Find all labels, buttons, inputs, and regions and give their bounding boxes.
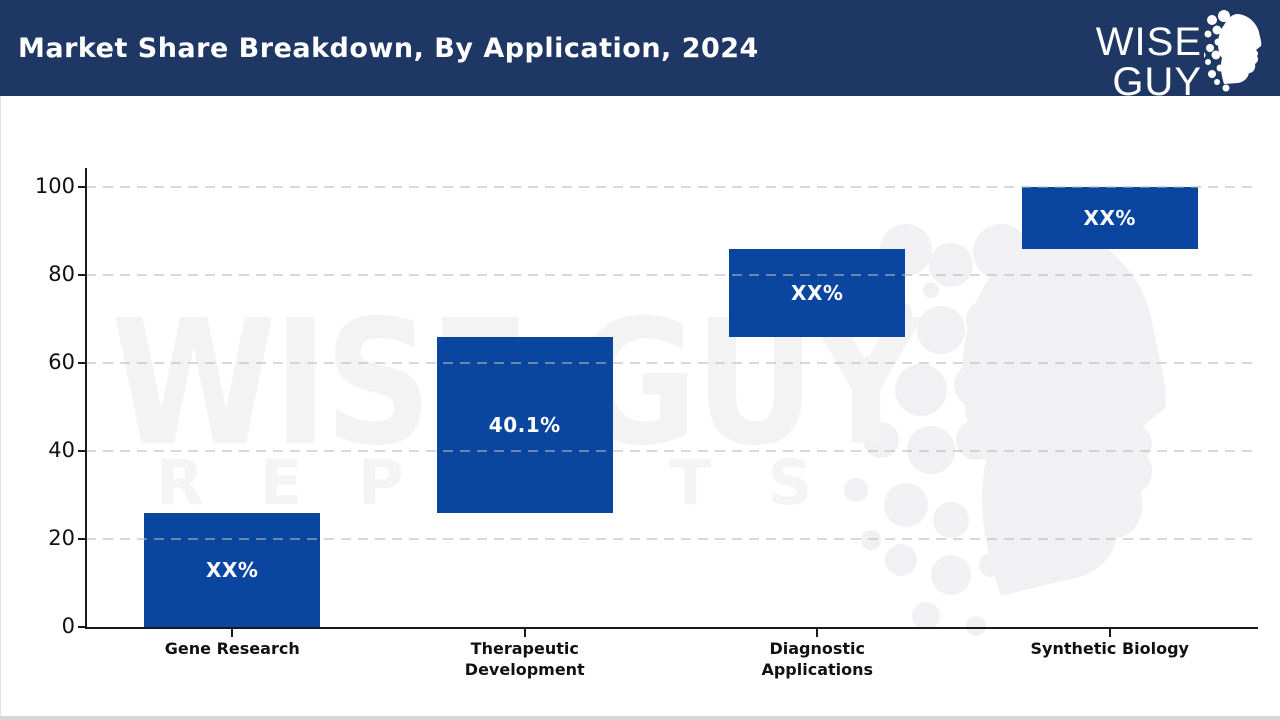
- y-tick-mark: [78, 362, 86, 364]
- y-tick-label: 80: [48, 262, 75, 286]
- y-tick-mark: [78, 626, 86, 628]
- logo-subtitle: REPORTS: [1072, 104, 1200, 120]
- y-tick-mark: [78, 186, 86, 188]
- x-category-label: Synthetic Biology: [1030, 639, 1189, 658]
- bar-value-label: XX%: [206, 558, 259, 583]
- y-tick-label: 0: [61, 614, 75, 638]
- y-tick-mark: [78, 538, 86, 540]
- bar-value-label: XX%: [791, 281, 844, 306]
- y-axis-line: [85, 168, 87, 629]
- y-tick-label: 60: [48, 350, 75, 374]
- gridline: [86, 274, 1256, 276]
- x-tick-mark: [523, 629, 526, 637]
- x-axis-line: [85, 627, 1258, 629]
- gridline: [86, 362, 1256, 364]
- page-title: Market Share Breakdown, By Application, …: [18, 32, 759, 64]
- x-tick-mark: [231, 629, 234, 637]
- y-tick-label: 20: [48, 526, 75, 550]
- logo-text: WISE GUY REPORTS: [1008, 22, 1202, 120]
- bar-segment-therapeutic-development: 40.1%: [436, 337, 613, 514]
- gridline: [86, 450, 1256, 452]
- gridline: [86, 186, 1256, 188]
- x-category-label: Therapeutic Development: [464, 639, 585, 679]
- bar-value-label: XX%: [1083, 206, 1136, 231]
- wise-guy-reports-logo: WISE GUY REPORTS: [1008, 6, 1268, 120]
- y-tick-label: 100: [34, 174, 75, 198]
- bar-value-label: 40.1%: [488, 413, 561, 438]
- x-tick-mark: [1108, 629, 1111, 637]
- bar-segment-gene-research: XX%: [144, 513, 321, 627]
- y-tick-mark: [78, 274, 86, 276]
- bottom-border-strip: [0, 716, 1280, 720]
- logo-head-profile-icon: [1204, 10, 1262, 92]
- logo-wordmark: WISE GUY: [1095, 20, 1202, 104]
- x-category-label: Gene Research: [164, 639, 300, 658]
- bar-segment-diagnostic-applications: XX%: [729, 249, 906, 338]
- y-tick-label: 40: [48, 438, 75, 462]
- bar-segment-synthetic-biology: XX%: [1021, 187, 1198, 250]
- x-tick-mark: [816, 629, 819, 637]
- header-bar: Market Share Breakdown, By Application, …: [0, 0, 1280, 120]
- gridline: [86, 538, 1256, 540]
- y-tick-mark: [78, 450, 86, 452]
- x-category-label: Diagnostic Applications: [761, 639, 874, 679]
